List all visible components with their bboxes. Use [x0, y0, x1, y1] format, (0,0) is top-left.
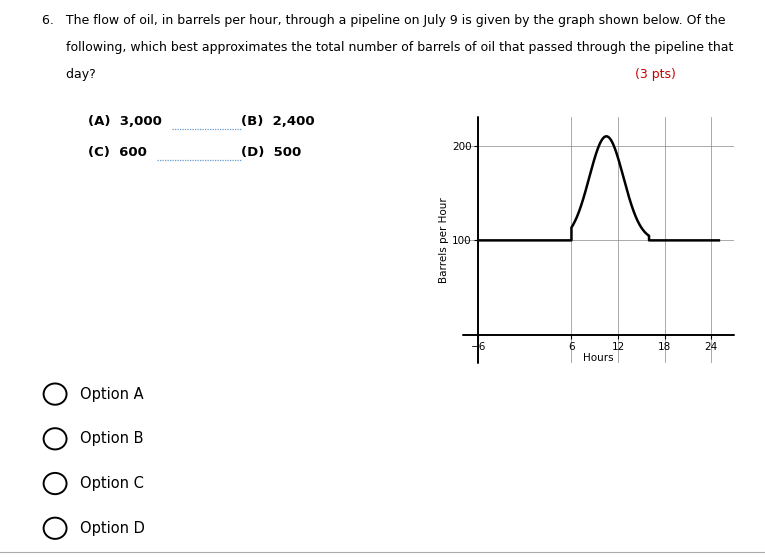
Text: day?: day? — [42, 68, 96, 80]
Text: (B)  2,400: (B) 2,400 — [241, 115, 314, 128]
Text: Option B: Option B — [80, 432, 144, 446]
Text: 6.   The flow of oil, in barrels per hour, through a pipeline on July 9 is given: 6. The flow of oil, in barrels per hour,… — [42, 14, 725, 27]
Text: (A)  3,000: (A) 3,000 — [88, 115, 162, 128]
Text: Option A: Option A — [80, 387, 144, 401]
Text: following, which best approximates the total number of barrels of oil that passe: following, which best approximates the t… — [42, 41, 734, 54]
Text: (D)  500: (D) 500 — [241, 146, 301, 159]
Text: Option D: Option D — [80, 521, 145, 536]
Y-axis label: Barrels per Hour: Barrels per Hour — [439, 197, 449, 283]
Text: Option C: Option C — [80, 476, 144, 491]
X-axis label: Hours: Hours — [583, 353, 614, 363]
Text: (C)  600: (C) 600 — [88, 146, 147, 159]
Text: (3 pts): (3 pts) — [635, 68, 675, 80]
